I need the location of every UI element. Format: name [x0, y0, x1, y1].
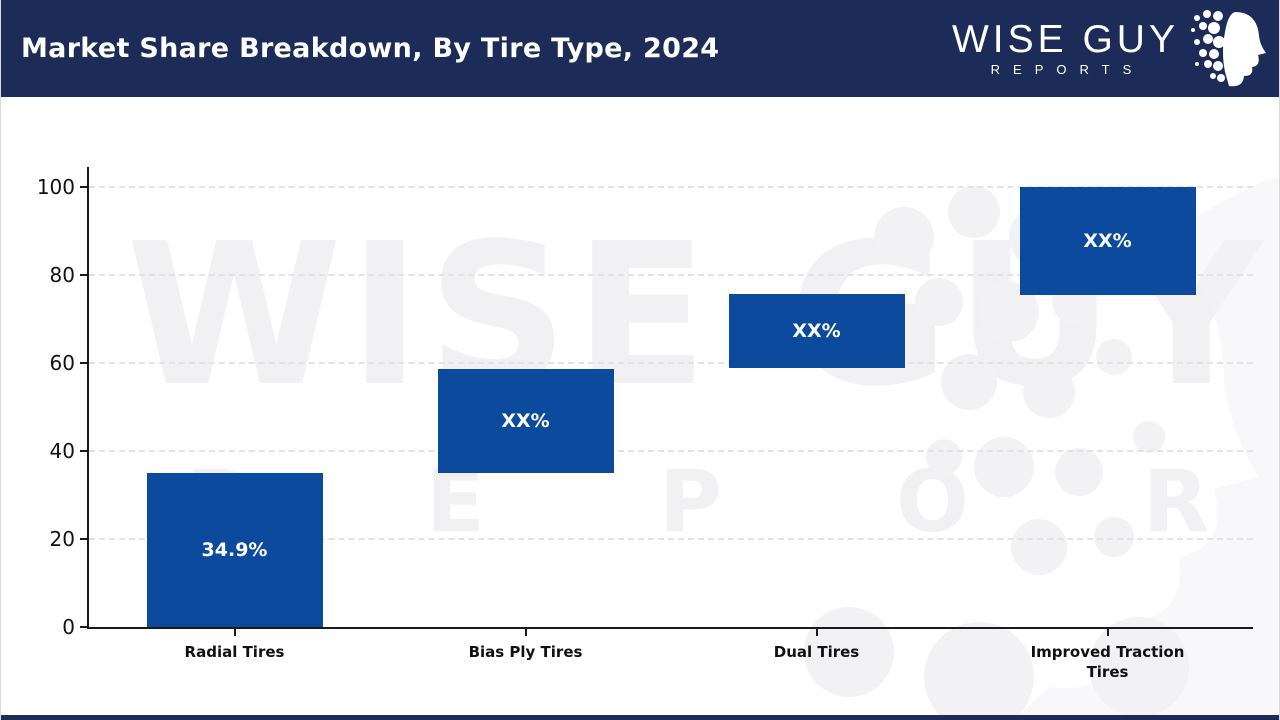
y-tick-label-40: 40 [49, 439, 75, 463]
x-tick-3 [1106, 629, 1109, 636]
bar-value-label: 34.9% [201, 539, 268, 562]
y-tick-label-0: 0 [62, 615, 75, 639]
header: Market Share Breakdown, By Tire Type, 20… [1, 0, 1279, 97]
gridline-60 [89, 362, 1253, 364]
dotted-face-icon [1191, 9, 1266, 86]
gridline-80 [89, 274, 1253, 276]
page-title: Market Share Breakdown, By Tire Type, 20… [21, 33, 720, 64]
x-category-label: Radial Tires [184, 643, 285, 661]
y-tick-60 [80, 362, 87, 364]
logo-subtext: REPORTS [990, 62, 1145, 77]
y-tick-100 [80, 186, 87, 188]
logo-text: WISE GUY REPORTS [952, 20, 1179, 77]
x-category-label: Improved Traction Tires [1030, 643, 1185, 682]
y-tick-20 [80, 538, 87, 540]
bar-value-label: XX% [501, 410, 550, 433]
gridline-100 [89, 186, 1253, 188]
x-category-label: Bias Ply Tires [468, 643, 583, 661]
y-tick-label-60: 60 [49, 351, 75, 375]
bar-value-label: XX% [1083, 229, 1132, 252]
bar-1: XX% [437, 369, 614, 473]
y-tick-0 [80, 626, 87, 628]
bar-value-label: XX% [792, 319, 841, 342]
bar-2: XX% [728, 293, 905, 368]
x-tick-1 [524, 629, 527, 636]
gridline-20 [89, 538, 1253, 540]
x-axis-line [87, 627, 1253, 629]
x-tick-0 [233, 629, 236, 636]
watermark-line2: R E P O R T S [186, 452, 1279, 552]
y-axis-line [87, 167, 89, 629]
y-tick-40 [80, 450, 87, 452]
chart-figure: WISE GUY R E P O R T S 02040608010034.9%… [1, 97, 1279, 715]
x-category-label: Dual Tires [773, 643, 860, 661]
y-tick-80 [80, 274, 87, 276]
y-tick-label-20: 20 [49, 527, 75, 551]
x-tick-2 [815, 629, 818, 636]
brand-logo: WISE GUY REPORTS [952, 6, 1269, 92]
y-tick-label-80: 80 [49, 263, 75, 287]
logo-wordmark: WISE GUY [951, 18, 1179, 61]
bar-3: XX% [1019, 187, 1196, 295]
y-tick-label-100: 100 [36, 175, 75, 199]
gridline-40 [89, 450, 1253, 452]
bar-0: 34.9% [146, 473, 323, 627]
footer-bar [1, 715, 1279, 720]
